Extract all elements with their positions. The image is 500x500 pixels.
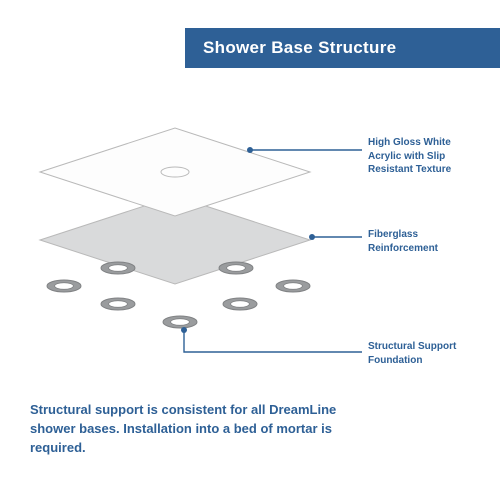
label-mid-layer: FiberglassReinforcement bbox=[368, 228, 438, 255]
footer-note: Structural support is consistent for all… bbox=[30, 401, 370, 458]
label-top-layer: High Gloss WhiteAcrylic with SlipResista… bbox=[368, 136, 451, 177]
title-banner: Shower Base Structure bbox=[185, 28, 500, 68]
exploded-diagram: High Gloss WhiteAcrylic with SlipResista… bbox=[0, 100, 500, 360]
label-foundation: Structural SupportFoundation bbox=[368, 340, 456, 367]
title-text: Shower Base Structure bbox=[203, 38, 396, 58]
